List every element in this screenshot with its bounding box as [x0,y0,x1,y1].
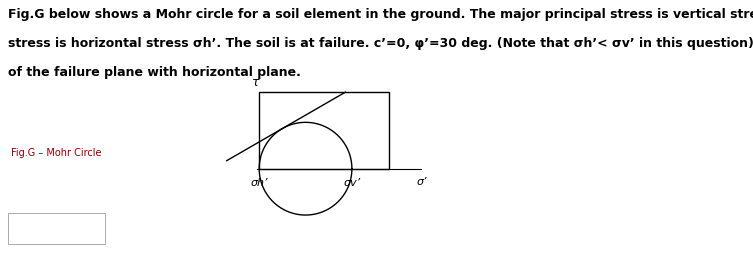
Text: τ: τ [252,76,260,89]
Text: of the failure plane with horizontal plane.: of the failure plane with horizontal pla… [8,66,300,79]
Text: σv’: σv’ [343,177,361,187]
Text: σh’: σh’ [251,177,268,187]
Text: Fig.G below shows a Mohr circle for a soil element in the ground. The major prin: Fig.G below shows a Mohr circle for a so… [8,8,753,21]
FancyBboxPatch shape [8,213,105,244]
Bar [259,93,389,169]
Text: stress is horizontal stress σh’. The soil is at failure. c’=0, φ’=30 deg. (Note : stress is horizontal stress σh’. The soi… [8,37,753,50]
Text: Fig.G – Mohr Circle: Fig.G – Mohr Circle [11,147,102,157]
Text: σ’: σ’ [416,176,427,186]
